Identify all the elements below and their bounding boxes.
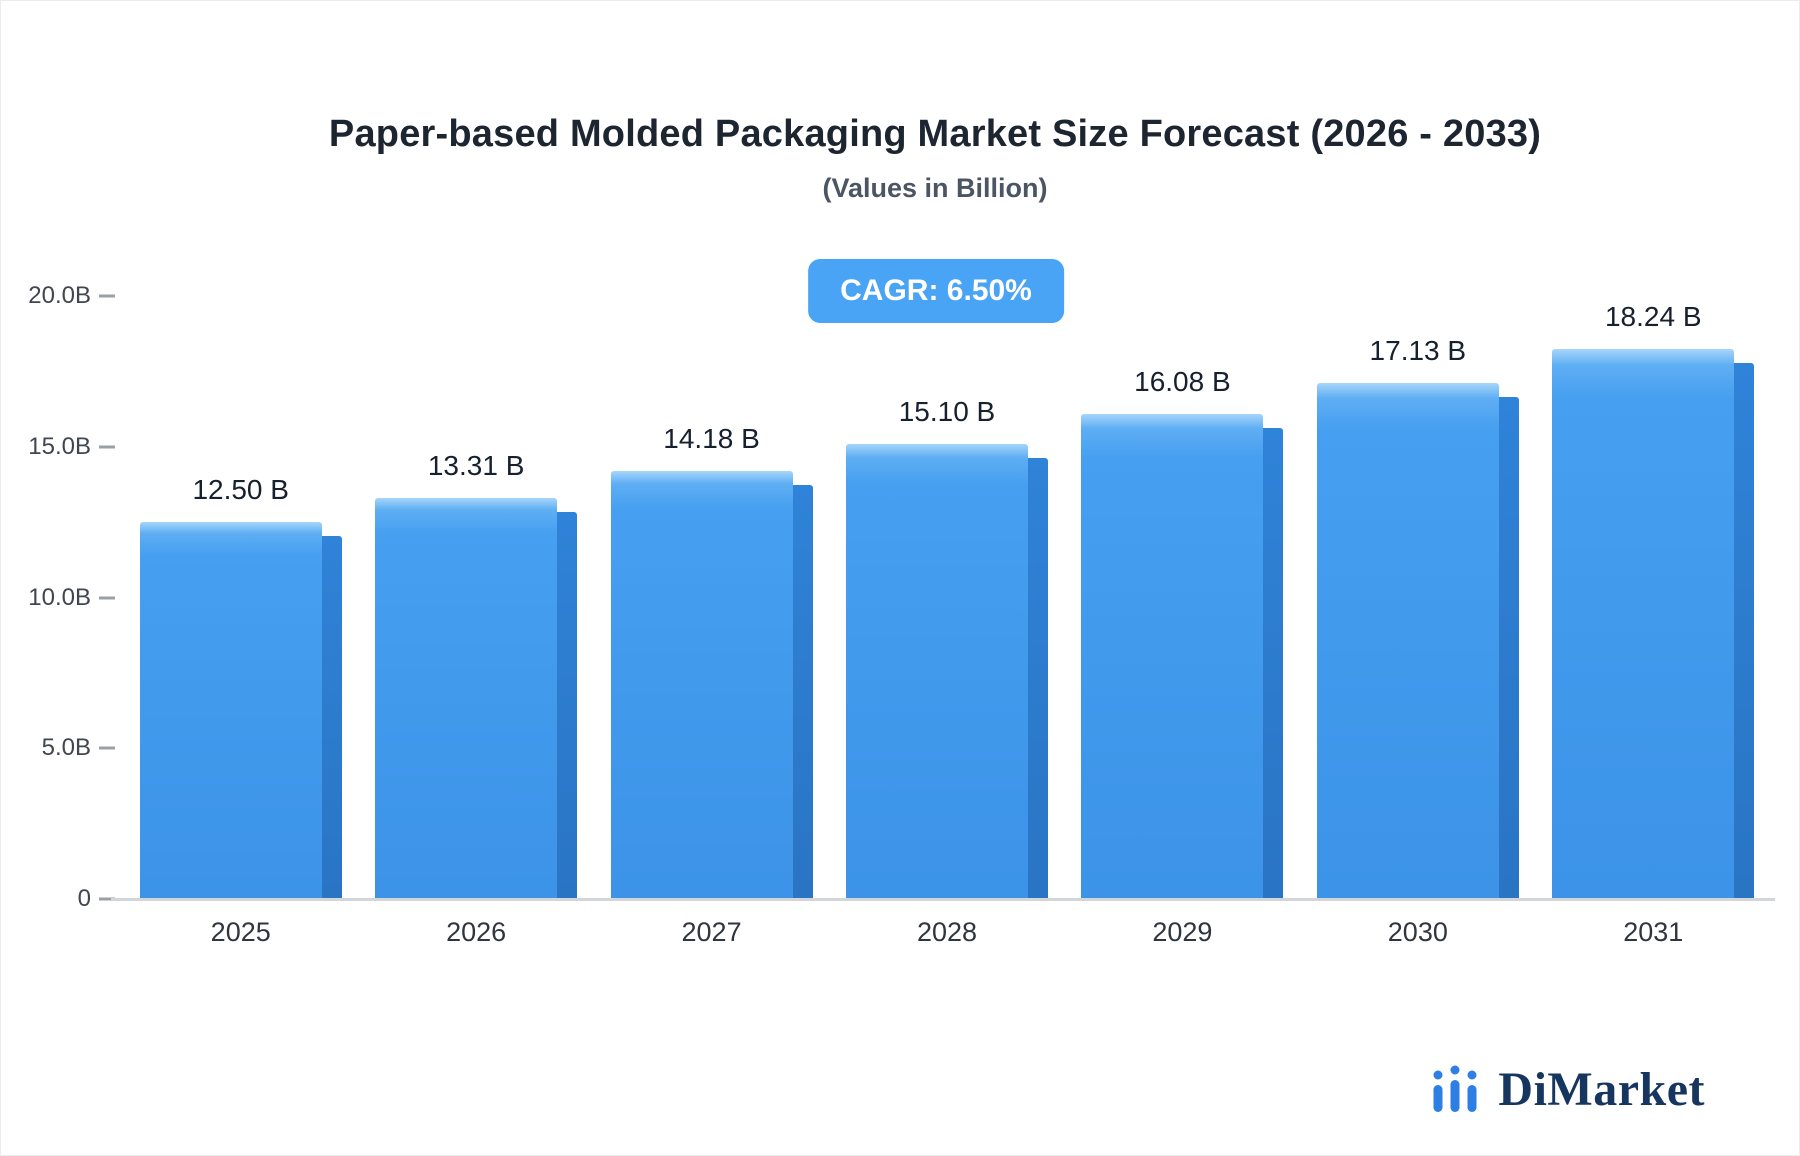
bar-side-shade: [1498, 396, 1519, 899]
brand-name: DiMarket: [1498, 1063, 1705, 1116]
bar-face: [1552, 349, 1735, 899]
y-axis-label: 5.0B: [41, 734, 91, 762]
bar-face: [375, 497, 558, 899]
bar-series: 12.50 B 13.31 B 14.18 B 15.10 B 16.08 B 17.13…: [123, 296, 1771, 899]
y-axis-label: 15.0B: [28, 432, 91, 460]
bar-value-label: 12.50 B: [192, 474, 289, 506]
x-axis-label: 2028: [916, 917, 978, 947]
y-tick-mark: [99, 596, 115, 599]
bar-slot: 16.08 B: [1065, 296, 1300, 899]
bar-face: [845, 443, 1028, 899]
x-axis-line: [111, 898, 1775, 901]
x-axis-label: 2027: [681, 917, 742, 947]
y-axis-label: 0: [77, 885, 91, 912]
bar-slot: 14.18 B: [594, 296, 829, 899]
bar-slot: 13.31 B: [358, 296, 593, 899]
y-tick-mark: [99, 746, 115, 750]
y-tick-mark: [99, 445, 115, 449]
bar-side-shade: [321, 536, 342, 899]
x-axis: 2025 2026 2027 2028 2029 2030 2031: [123, 917, 1771, 948]
bar-slot: 12.50 B: [123, 296, 358, 899]
bar-side-shade: [557, 511, 578, 899]
cagr-badge: CAGR: 6.50%: [808, 259, 1064, 323]
bar-face: [610, 471, 793, 899]
plot-area: 0 5.0B 10.0B 15.0B 20.0B 12.50 B 13.31 B 14.18…: [28, 282, 1775, 912]
bar-value-label: 13.31 B: [427, 449, 525, 481]
x-axis-label: 2026: [446, 917, 507, 947]
bar-value-label: 14.18 B: [663, 423, 760, 455]
bar-side-shade: [1027, 457, 1048, 899]
bar-slot: 15.10 B: [829, 296, 1064, 899]
bar-value-label: 15.10 B: [898, 395, 996, 427]
bar-2028: [845, 443, 1048, 899]
bar-face: [1081, 414, 1264, 899]
chart-title: Paper-based Molded Packaging Market Size…: [328, 113, 1542, 155]
bar-value-label: 18.24 B: [1604, 301, 1702, 333]
bar-value-label: 16.08 B: [1134, 366, 1231, 398]
brand-logo: DiMarket: [1428, 1062, 1705, 1117]
x-axis-label: 2025: [210, 917, 271, 947]
chart-subtitle: (Values in Billion): [822, 173, 1048, 203]
bar-side-shade: [1263, 428, 1284, 899]
bar-value-label: 17.13 B: [1369, 334, 1467, 366]
y-tick-mark: [99, 294, 115, 298]
bar-face: [1316, 382, 1499, 899]
y-axis-label: 10.0B: [28, 583, 91, 611]
bar-slot: 18.24 B: [1536, 296, 1771, 899]
bar-face: [139, 522, 322, 899]
y-axis-label: 20.0B: [28, 282, 91, 309]
bar-2029: [1081, 414, 1284, 899]
y-tick-mark: [99, 897, 115, 901]
bar-2026: [375, 497, 578, 899]
bar-2025: [139, 522, 342, 899]
dimarket-logo-icon: [1428, 1062, 1484, 1117]
bar-2027: [610, 471, 813, 899]
x-axis-label: 2029: [1152, 917, 1213, 947]
bar-slot: 17.13 B: [1300, 296, 1535, 899]
bar-2031: [1552, 349, 1755, 899]
bar-2030: [1316, 382, 1519, 899]
bar-side-shade: [792, 485, 813, 899]
bar-side-shade: [1734, 363, 1755, 899]
x-axis-label: 2031: [1623, 917, 1684, 947]
x-axis-label: 2030: [1387, 917, 1448, 947]
